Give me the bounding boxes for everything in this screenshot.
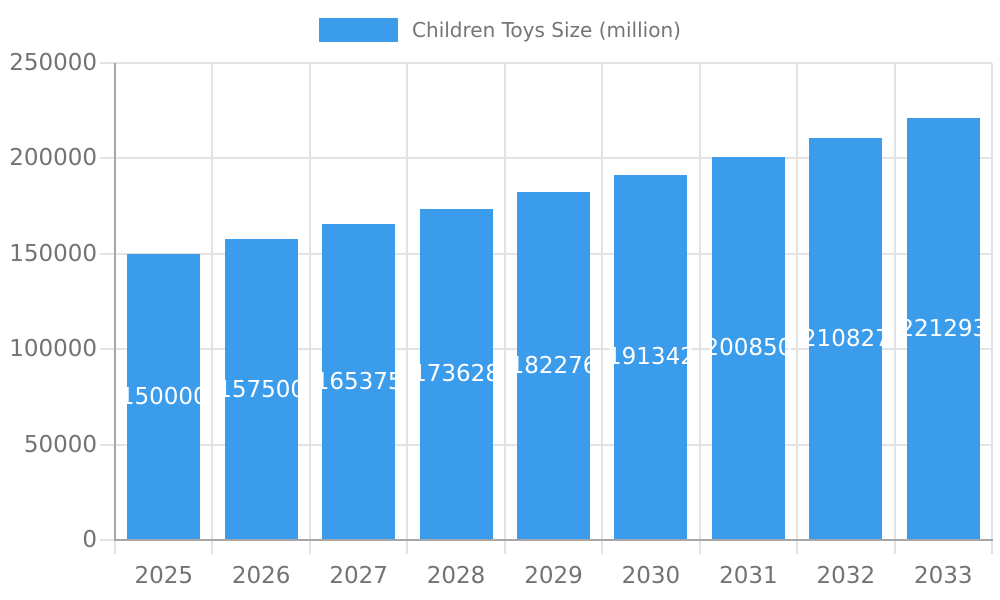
y-tick-label: 0 (82, 527, 97, 553)
x-gridline (893, 63, 896, 540)
x-tick (991, 540, 993, 554)
y-tick-label: 100000 (9, 336, 97, 363)
y-axis-line (114, 63, 116, 540)
legend-swatch[interactable] (319, 18, 399, 42)
y-tick-label: 200000 (9, 145, 97, 172)
bar-value-label: 150000 (119, 383, 208, 410)
bar-value-label: 157500 (217, 376, 306, 403)
x-tick (893, 540, 896, 554)
y-tick-label: 250000 (9, 50, 97, 76)
x-tick (503, 540, 506, 554)
bar-2031[interactable] (711, 156, 785, 540)
bar-2028[interactable] (419, 208, 493, 540)
x-tick-label: 2031 (719, 563, 778, 589)
x-tick-label: 2027 (329, 563, 388, 589)
y-tick (100, 62, 115, 64)
bar-value-label: 200850 (704, 335, 793, 362)
bar-2033[interactable] (906, 117, 980, 540)
x-tick (698, 540, 701, 554)
legend-label[interactable]: Children Toys Size (million) (412, 18, 681, 42)
x-gridline (796, 63, 799, 540)
x-tick (211, 540, 214, 554)
y-tick (100, 443, 115, 446)
x-gridline (211, 63, 214, 540)
bar-value-label: 210827 (801, 325, 890, 352)
y-tick (100, 157, 115, 160)
x-tick-label: 2026 (231, 563, 291, 589)
bar-2030[interactable] (614, 174, 688, 540)
x-tick-label: 2025 (134, 563, 193, 589)
x-tick-label: 2028 (426, 563, 486, 589)
y-gridline (115, 157, 992, 160)
bar-value-label: 221293 (899, 315, 988, 342)
x-tick (308, 540, 311, 554)
x-tick-label: 2030 (621, 563, 681, 589)
x-gridline (503, 63, 506, 540)
bar-2025[interactable] (127, 253, 201, 540)
x-axis-line (114, 539, 993, 541)
y-tick (100, 348, 115, 351)
y-tick (100, 252, 115, 255)
x-gridline (406, 63, 409, 540)
bar-2032[interactable] (809, 137, 883, 540)
y-tick (100, 539, 115, 541)
x-gridline (308, 63, 311, 540)
x-tick (114, 540, 116, 554)
x-gridline (698, 63, 701, 540)
x-gridline (601, 63, 604, 540)
bar-value-label: 165375 (314, 369, 403, 396)
x-tick-label: 2029 (524, 563, 583, 589)
bar-2027[interactable] (322, 224, 396, 540)
x-tick (796, 540, 799, 554)
x-tick-label: 2032 (816, 563, 876, 589)
bar-2026[interactable] (224, 239, 298, 540)
x-tick-label: 2033 (913, 563, 973, 589)
y-tick-label: 150000 (9, 240, 97, 267)
bar-value-label: 173628 (412, 361, 500, 388)
x-tick (601, 540, 604, 554)
x-tick (406, 540, 409, 554)
y-tick-label: 50000 (23, 431, 97, 458)
legend[interactable]: Children Toys Size (million) (0, 18, 1000, 42)
bar-2029[interactable] (517, 192, 590, 540)
bar-value-label: 191342 (607, 344, 695, 371)
bar-value-label: 182276 (509, 353, 598, 380)
y-gridline (115, 62, 992, 64)
x-gridline (991, 63, 993, 540)
